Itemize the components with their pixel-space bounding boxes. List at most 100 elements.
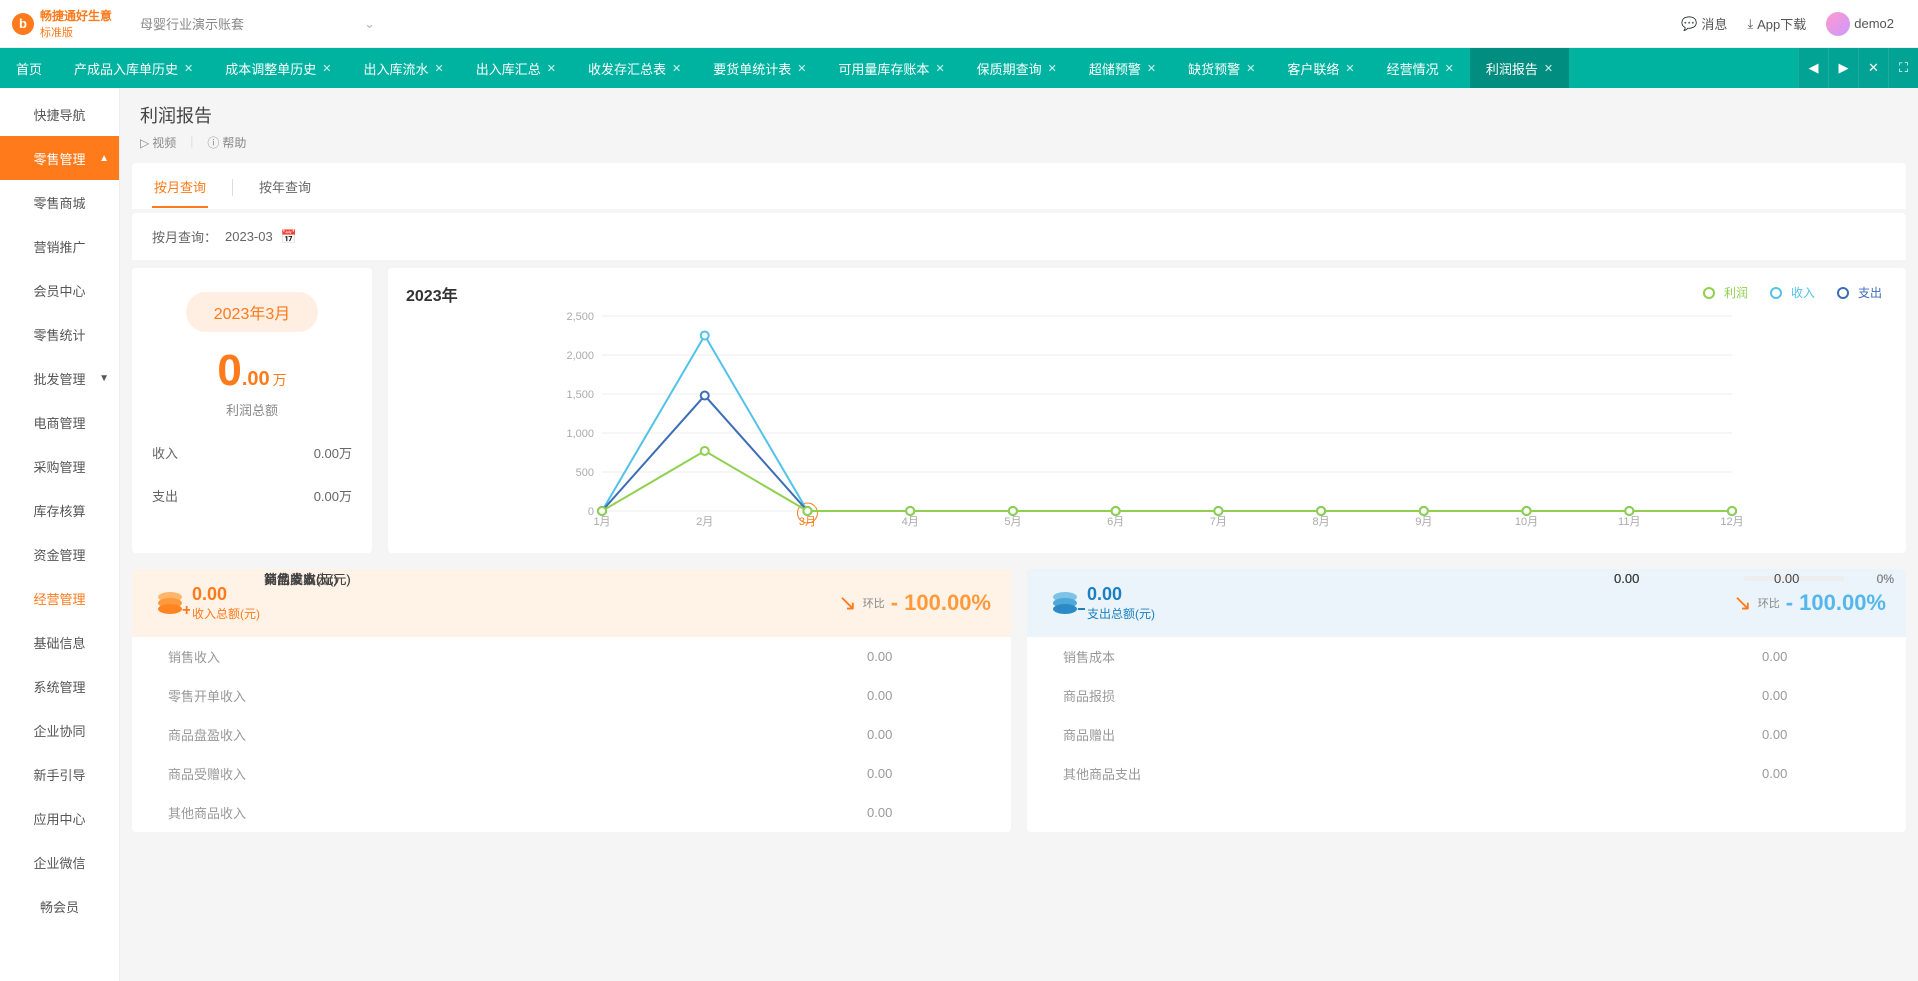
sidebar-item[interactable]: 采购管理: [0, 444, 119, 488]
messages-label: 消息: [1701, 14, 1727, 33]
tab-label: 利润报告: [1486, 59, 1538, 78]
tab[interactable]: 产成品入库单历史 ✕: [58, 48, 209, 88]
close-icon[interactable]: ✕: [322, 62, 331, 75]
help-link[interactable]: ⓘ帮助: [207, 134, 246, 151]
messages-link[interactable]: 💬 消息: [1681, 14, 1727, 33]
user-menu[interactable]: demo2: [1826, 12, 1894, 36]
tab[interactable]: 超储预警✕: [1073, 48, 1172, 88]
logo-text: 畅捷通好生意: [40, 7, 112, 24]
tab[interactable]: 经营情况 ✕: [1371, 48, 1470, 88]
sidebar-item[interactable]: 基础信息: [0, 620, 119, 664]
tab[interactable]: 收发存汇总表 ✕: [572, 48, 697, 88]
sidebar-item[interactable]: 企业微信: [0, 840, 119, 884]
page-title: 利润报告: [120, 88, 1918, 134]
sub-tab-month[interactable]: 按月查询: [152, 167, 208, 208]
tab-label: 产成品入库单历史: [74, 59, 178, 78]
tab-label: 经营情况: [1387, 59, 1439, 78]
sidebar: 搜索菜单快捷导航零售管理▲零售商城营销推广会员中心零售统计批发管理▼电商管理采购…: [0, 48, 120, 981]
tab-label: 成本调整单历史: [225, 59, 316, 78]
top-header: b 畅捷通好生意 标准版 母婴行业演示账套 💬 消息 ⤓ App下载 demo2: [0, 0, 1918, 48]
expense-panel: − 0.00 支出总额(元) ↘ 环比 - 100.00% 销售成本(元)0.0…: [1027, 569, 1906, 832]
tab-label: 要货单统计表: [713, 59, 791, 78]
app-download-link[interactable]: ⤓ App下载: [1747, 14, 1806, 33]
close-icon[interactable]: ✕: [1147, 62, 1156, 75]
tab[interactable]: 要货单统计表 ✕: [697, 48, 822, 88]
close-icon[interactable]: ✕: [547, 62, 556, 75]
video-label: 视频: [152, 134, 176, 151]
close-icon[interactable]: ✕: [184, 62, 193, 75]
tab[interactable]: 首页: [0, 48, 58, 88]
tab[interactable]: 利润报告 ✕: [1470, 48, 1569, 88]
close-icon[interactable]: ✕: [1048, 62, 1057, 75]
close-icon[interactable]: ✕: [797, 62, 806, 75]
sidebar-item[interactable]: 零售统计: [0, 312, 119, 356]
svg-text:+: +: [182, 602, 190, 619]
tab-label: 缺货预警: [1188, 59, 1240, 78]
close-icon[interactable]: ✕: [435, 62, 444, 75]
account-name: 母婴行业演示账套: [140, 14, 244, 33]
sidebar-item[interactable]: 系统管理: [0, 664, 119, 708]
app-download-label: App下载: [1757, 14, 1806, 33]
sidebar-item[interactable]: 畅会员: [0, 884, 119, 928]
tab-label: 首页: [16, 59, 42, 78]
sidebar-item[interactable]: 新手引导: [0, 752, 119, 796]
income-icon: +: [152, 583, 192, 623]
help-label: 帮助: [222, 134, 246, 151]
tab-label: 保质期查询: [977, 59, 1042, 78]
tab-controls: ◀ ▶ ✕ ⛶: [1798, 48, 1918, 88]
tab[interactable]: 保质期查询 ✕: [961, 48, 1073, 88]
sidebar-item[interactable]: 零售管理▲: [0, 136, 119, 180]
sidebar-item[interactable]: 企业协同: [0, 708, 119, 752]
tab-bar: 首页产成品入库单历史✕成本调整单历史✕出入库流水✕出入库汇总✕收发存汇总表✕要货…: [0, 48, 1918, 88]
tab[interactable]: 出入库流水✕: [347, 48, 459, 88]
logo[interactable]: b 畅捷通好生意 标准版: [0, 7, 120, 40]
data-row: 其他支出(元)0.00: [240, 176, 1918, 981]
tab-next[interactable]: ▶: [1828, 48, 1858, 88]
sidebar-item[interactable]: 资金管理: [0, 532, 119, 576]
play-icon: ▷: [140, 136, 149, 150]
close-icon[interactable]: ✕: [935, 62, 944, 75]
close-icon[interactable]: ✕: [1246, 62, 1255, 75]
profit-int: 0: [217, 346, 241, 395]
close-icon[interactable]: ✕: [1544, 62, 1553, 75]
row-label: 其他支出(元): [264, 569, 1774, 588]
tab[interactable]: 成本调整单历史 ✕: [209, 48, 347, 88]
sidebar-item[interactable]: 经营管理: [0, 576, 119, 620]
sidebar-item[interactable]: 库存核算: [0, 488, 119, 532]
tab-label: 出入库汇总: [476, 59, 541, 78]
user-name: demo2: [1854, 16, 1894, 31]
tab[interactable]: 缺货预警 ✕: [1172, 48, 1271, 88]
account-select[interactable]: 母婴行业演示账套: [120, 14, 395, 33]
expense-label: 支出: [152, 486, 178, 505]
tab-label: 收发存汇总表: [588, 59, 666, 78]
message-icon: 💬: [1681, 16, 1697, 32]
sidebar-item[interactable]: 快捷导航: [0, 92, 119, 136]
sidebar-item[interactable]: 零售商城: [0, 180, 119, 224]
sidebar-item[interactable]: 应用中心: [0, 796, 119, 840]
sidebar-item[interactable]: 会员中心: [0, 268, 119, 312]
tab-label: 客户联络: [1287, 59, 1339, 78]
close-icon[interactable]: ✕: [1445, 62, 1454, 75]
row-value: 0.00: [1774, 571, 1894, 586]
income-label: 收入: [152, 443, 178, 462]
tab[interactable]: 出入库汇总 ✕: [460, 48, 572, 88]
tab-prev[interactable]: ◀: [1798, 48, 1828, 88]
tab-label: 可用量库存账本: [838, 59, 929, 78]
close-icon[interactable]: ✕: [672, 62, 681, 75]
sidebar-item[interactable]: 营销推广: [0, 224, 119, 268]
tab-close-all[interactable]: ✕: [1858, 48, 1888, 88]
help-icon: ⓘ: [207, 134, 219, 151]
sidebar-item[interactable]: 批发管理▼: [0, 356, 119, 400]
filter-label: 按月查询：: [152, 227, 217, 246]
sidebar-item[interactable]: 电商管理: [0, 400, 119, 444]
close-icon[interactable]: ✕: [1345, 62, 1354, 75]
avatar: [1826, 12, 1850, 36]
logo-icon: b: [12, 13, 34, 35]
chevron-icon: ▲: [99, 153, 109, 164]
tab[interactable]: 客户联络 ✕: [1271, 48, 1370, 88]
video-link[interactable]: ▷视频: [140, 134, 176, 151]
version-tag: 标准版: [40, 24, 112, 40]
tab[interactable]: 可用量库存账本 ✕: [822, 48, 960, 88]
fullscreen-button[interactable]: ⛶: [1888, 48, 1918, 88]
download-icon: ⤓: [1747, 16, 1753, 32]
